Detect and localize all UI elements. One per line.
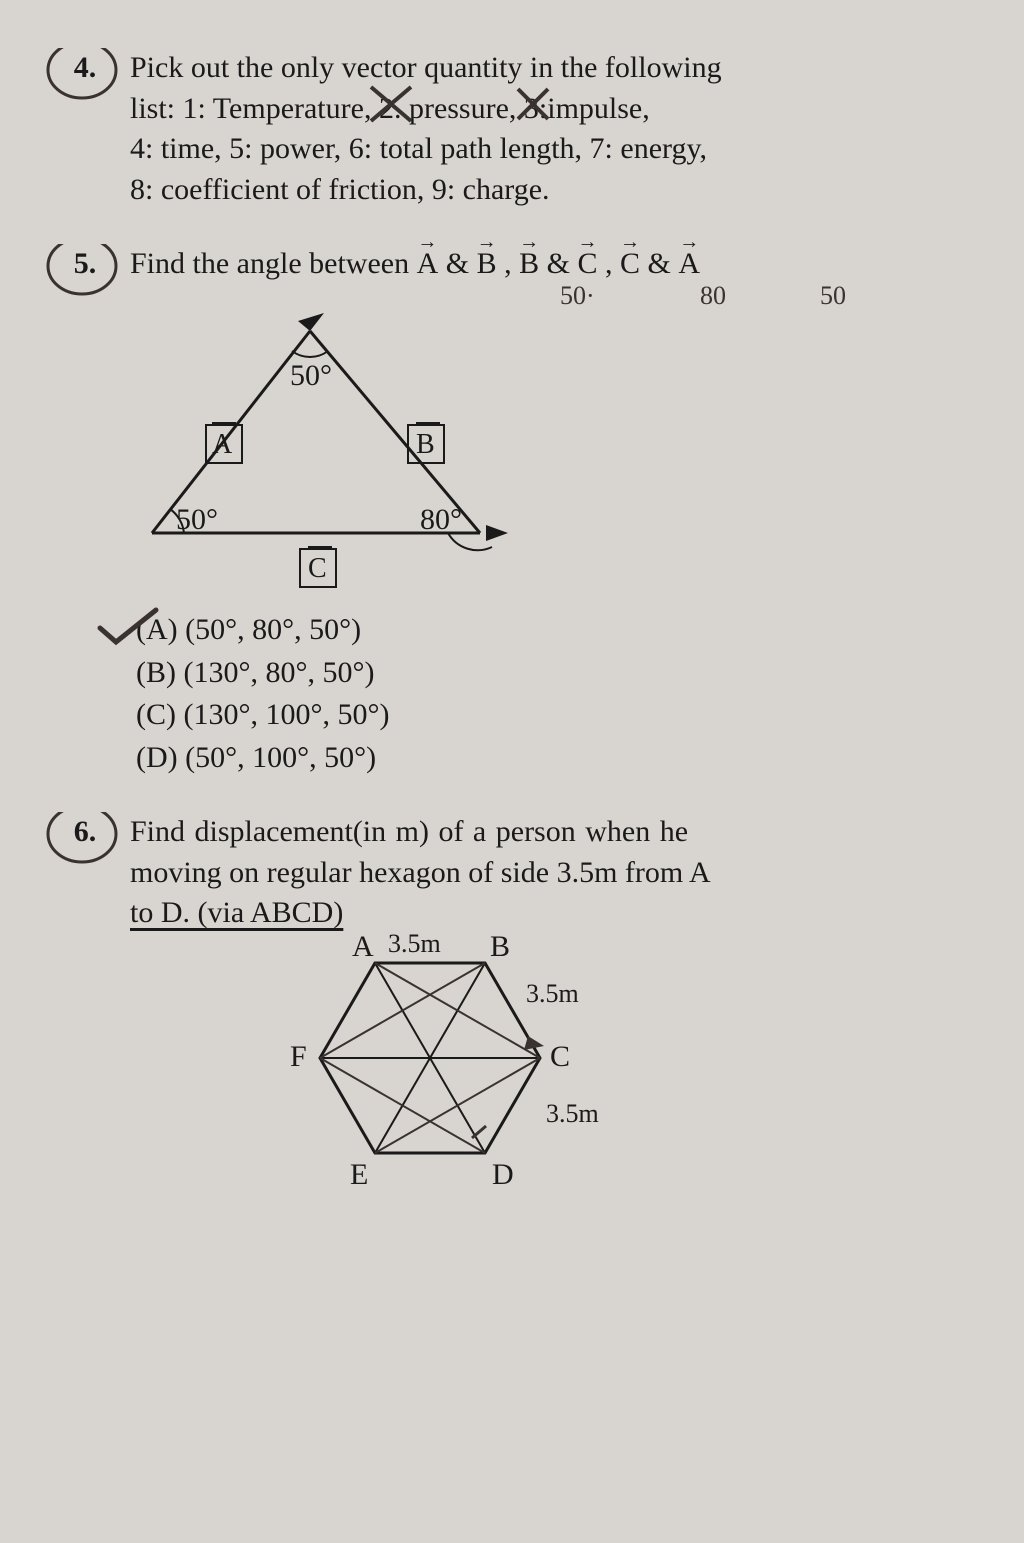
svg-text:C: C [550, 1040, 570, 1073]
comma1: , [504, 247, 519, 280]
hexagon-svg: A B C D E F 3.5m 3.5m 3.5m [210, 908, 770, 1208]
amp2: & [547, 247, 578, 280]
handwritten-50b: 50 [820, 278, 846, 313]
cross-mark-icon [365, 81, 425, 129]
checkmark-icon [96, 606, 166, 650]
svg-text:B: B [490, 930, 510, 963]
vector-C-label-2: →C [620, 244, 640, 285]
q4-line2: list: 1: Temperature, 2. pressure, 3:imp… [130, 89, 974, 130]
triangle-svg: 50° 50° 80° A B C [130, 313, 570, 593]
svg-text:E: E [350, 1158, 368, 1191]
vector-A-label: →A [417, 244, 439, 285]
svg-text:3.5m: 3.5m [546, 1099, 599, 1128]
q6-line2: moving on regular hexagon of side 3.5m f… [130, 853, 974, 894]
left-angle-label: 50° [176, 503, 218, 536]
q5-body: Find the angle between →A & →B , →B & →C… [130, 244, 974, 778]
q4-line4: 8: coefficient of friction, 9: charge. [130, 170, 974, 211]
amp3: & [648, 247, 679, 280]
q5-triangle-diagram: 50° 50° 80° A B C [130, 313, 974, 605]
vector-B-label-2: →B [519, 244, 539, 285]
q5-prompt-text: Find the angle between [130, 247, 417, 280]
apex-angle-label: 50° [290, 359, 332, 392]
svg-text:F: F [290, 1040, 307, 1073]
q4-number-wrap: 4. [40, 48, 130, 210]
q6-line1: Find displacement(in m) of a person when… [130, 812, 974, 853]
handwritten-80: 80 [700, 278, 726, 313]
svg-text:3.5m: 3.5m [388, 929, 441, 958]
boxed-A: A [206, 423, 242, 463]
q4-body: Pick out the only vector quantity in the… [130, 48, 974, 210]
q4-line3: 4: time, 5: power, 6: total path length,… [130, 129, 974, 170]
boxed-C: C [300, 547, 336, 587]
q5-option-d: (D) (50°, 100°, 50°) [136, 738, 974, 779]
q6-body: Find displacement(in m) of a person when… [130, 812, 974, 1219]
svg-text:A: A [212, 429, 233, 460]
q5-option-b: (B) (130°, 80°, 50°) [136, 653, 974, 694]
vector-A-label-2: →A [678, 244, 700, 285]
svg-text:D: D [492, 1158, 514, 1191]
q4-number: 4. [74, 48, 97, 89]
q5-number-wrap: 5. [40, 244, 130, 778]
q5-options: (A) (50°, 80°, 50°) (B) (130°, 80°, 50°)… [130, 610, 974, 778]
q5-number: 5. [74, 244, 97, 285]
amp1: & [446, 247, 477, 280]
q5-prompt: Find the angle between →A & →B , →B & →C… [130, 244, 974, 285]
comma2: , [605, 247, 620, 280]
q5-option-c: (C) (130°, 100°, 50°) [136, 695, 974, 736]
q6-hexagon-diagram: A B C D E F 3.5m 3.5m 3.5m [210, 908, 974, 1220]
svg-text:C: C [308, 553, 327, 584]
svg-text:B: B [416, 429, 435, 460]
question-4: 4. Pick out the only vector quantity in … [40, 48, 974, 210]
question-5: 5. Find the angle between →A & →B , →B &… [40, 244, 974, 778]
svg-text:3.5m: 3.5m [526, 979, 579, 1008]
vector-B-label: →B [477, 244, 497, 285]
right-angle-label: 80° [420, 503, 462, 536]
q4-l2a: list: 1: Temperature, [130, 92, 371, 125]
question-6: 6. Find displacement(in m) of a person w… [40, 812, 974, 1219]
cross-mark-icon [514, 83, 558, 127]
handwritten-50: 50· [560, 278, 595, 313]
q6-number: 6. [74, 812, 97, 853]
q6-number-wrap: 6. [40, 812, 130, 1219]
svg-text:A: A [352, 930, 374, 963]
boxed-B: B [408, 423, 444, 463]
q5-option-a: (A) (50°, 80°, 50°) [136, 610, 974, 651]
